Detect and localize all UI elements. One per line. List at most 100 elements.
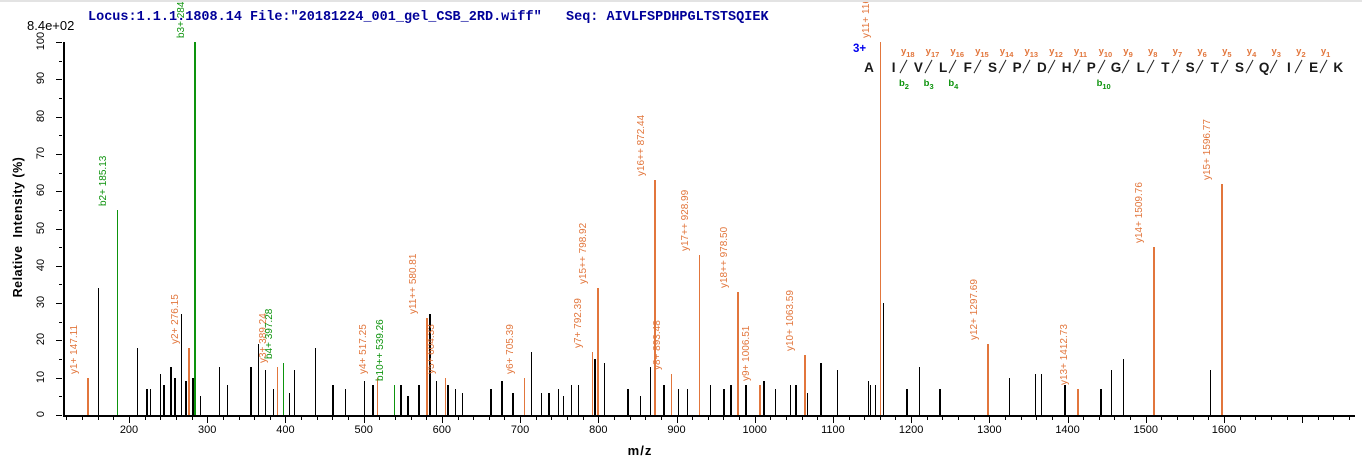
y-ion-peak (759, 385, 761, 415)
unlabeled-peak (882, 303, 885, 415)
residue-letter: D (1037, 60, 1047, 75)
unlabeled-peak (462, 392, 464, 415)
x-minor-tick (504, 416, 506, 420)
unlabeled-peak (294, 370, 296, 415)
peptide-sequence-text: AIVLFSPDHPGLTSTSQIEK (606, 10, 769, 25)
y-minor-tick (59, 359, 62, 361)
x-minor-tick (332, 416, 334, 420)
unlabeled-peak (807, 392, 809, 415)
y-ion-peak (87, 377, 89, 415)
y-tick-label: 50 (35, 221, 47, 234)
spectrum-header: Locus:1.1.1.1808.14 File:"20181224_001_g… (88, 10, 769, 25)
y-minor-tick (59, 135, 62, 137)
y-ion-mark: y14 (999, 46, 1014, 59)
y-ion-mark: y7 (1172, 46, 1183, 59)
x-minor-tick (191, 416, 193, 420)
x-major-tick (520, 416, 522, 423)
x-minor-tick (1130, 416, 1132, 420)
x-minor-tick (379, 416, 381, 420)
unlabeled-peak (541, 392, 543, 415)
x-minor-tick (144, 416, 146, 420)
x-tick-label: 600 (432, 424, 452, 436)
x-tick-label: 1100 (821, 424, 845, 436)
x-minor-tick (457, 416, 459, 420)
unlabeled-peak (1209, 370, 1212, 415)
x-minor-tick (1051, 416, 1053, 420)
x-major-tick (989, 416, 991, 423)
x-major-tick (911, 416, 913, 423)
unlabeled-peak (501, 381, 503, 415)
unlabeled-peak (1034, 373, 1036, 415)
y-ion-peak-label: y5+ 604.33 (426, 323, 438, 374)
residue-letter: F (963, 60, 972, 75)
residue-letter: S (1185, 60, 1195, 75)
x-minor-tick (973, 416, 975, 420)
unlabeled-peak (627, 388, 629, 415)
b-ion-peak-label: b4+ 397.28 (264, 308, 276, 359)
x-minor-tick (739, 416, 741, 420)
x-tick-label: 1200 (898, 424, 924, 436)
unlabeled-peak (455, 388, 457, 415)
unlabeled-peak (745, 385, 747, 415)
y-ion-mark: y15 (975, 46, 989, 59)
unlabeled-peak (163, 385, 165, 415)
unlabeled-peak (663, 385, 665, 415)
unlabeled-peak (192, 377, 194, 415)
x-minor-tick (410, 416, 412, 420)
b-ion-peak-label: b2+ 185.13 (98, 155, 110, 206)
unlabeled-peak (512, 392, 514, 415)
y-tick-label: 30 (35, 295, 47, 309)
x-major-tick (363, 416, 365, 423)
y-ion-peak-label: y15++ 798.92 (578, 223, 590, 285)
y-major-tick (56, 265, 62, 267)
x-minor-tick (113, 416, 115, 420)
x-minor-tick (692, 416, 694, 420)
x-minor-tick (926, 416, 928, 420)
unlabeled-peak (939, 388, 941, 415)
x-minor-tick (82, 416, 84, 420)
x-minor-tick (316, 416, 318, 420)
b-ion-peak (393, 385, 396, 415)
y-tick-label: 40 (35, 258, 47, 271)
unlabeled-peak (435, 381, 437, 415)
unlabeled-peak (407, 396, 409, 415)
y-ion-peak-label: y1+ 147.11 (68, 324, 80, 374)
x-minor-tick (1333, 416, 1335, 420)
unlabeled-peak (639, 396, 642, 415)
unlabeled-peak (418, 385, 420, 415)
y-ion-peak-label: y10+ 1063.59 (785, 290, 797, 352)
y-ion-peak-label: y14+ 1509.76 (1134, 182, 1146, 244)
y-minor-tick (59, 172, 62, 174)
unlabeled-peak (723, 388, 725, 415)
x-minor-tick (801, 416, 803, 420)
locus-file-label: Locus:1.1.1.1808.14 File:"20181224_001_g… (88, 10, 542, 25)
unlabeled-peak (730, 385, 732, 415)
x-tick-label: 1300 (977, 424, 1002, 436)
y-minor-tick (59, 97, 62, 99)
x-tick-label: 1500 (1133, 424, 1158, 436)
y-ion-mark: y17 (925, 46, 940, 59)
unlabeled-peak (1123, 359, 1125, 415)
x-minor-tick (1020, 416, 1022, 420)
x-major-tick (754, 416, 756, 423)
x-major-tick (1223, 416, 1225, 423)
y-ion-mark: y4 (1246, 46, 1257, 59)
b-ion-mark: b10 (1096, 78, 1111, 91)
unlabeled-peak (710, 385, 712, 415)
unlabeled-peak (686, 388, 688, 415)
unlabeled-peak (218, 366, 221, 415)
x-minor-tick (1208, 416, 1210, 420)
x-minor-tick (1317, 416, 1319, 420)
x-minor-tick (1036, 416, 1038, 420)
residue-letter: L (1136, 60, 1145, 75)
residue-letter: A (864, 60, 874, 75)
x-axis-title: m/z (627, 443, 653, 458)
x-minor-tick (1192, 416, 1194, 420)
y-ion-mark: y1 (1320, 46, 1331, 59)
residue-letter: E (1309, 60, 1319, 75)
x-minor-tick (66, 416, 68, 420)
y-minor-tick (59, 60, 62, 62)
residue-letter: T (1161, 60, 1170, 75)
